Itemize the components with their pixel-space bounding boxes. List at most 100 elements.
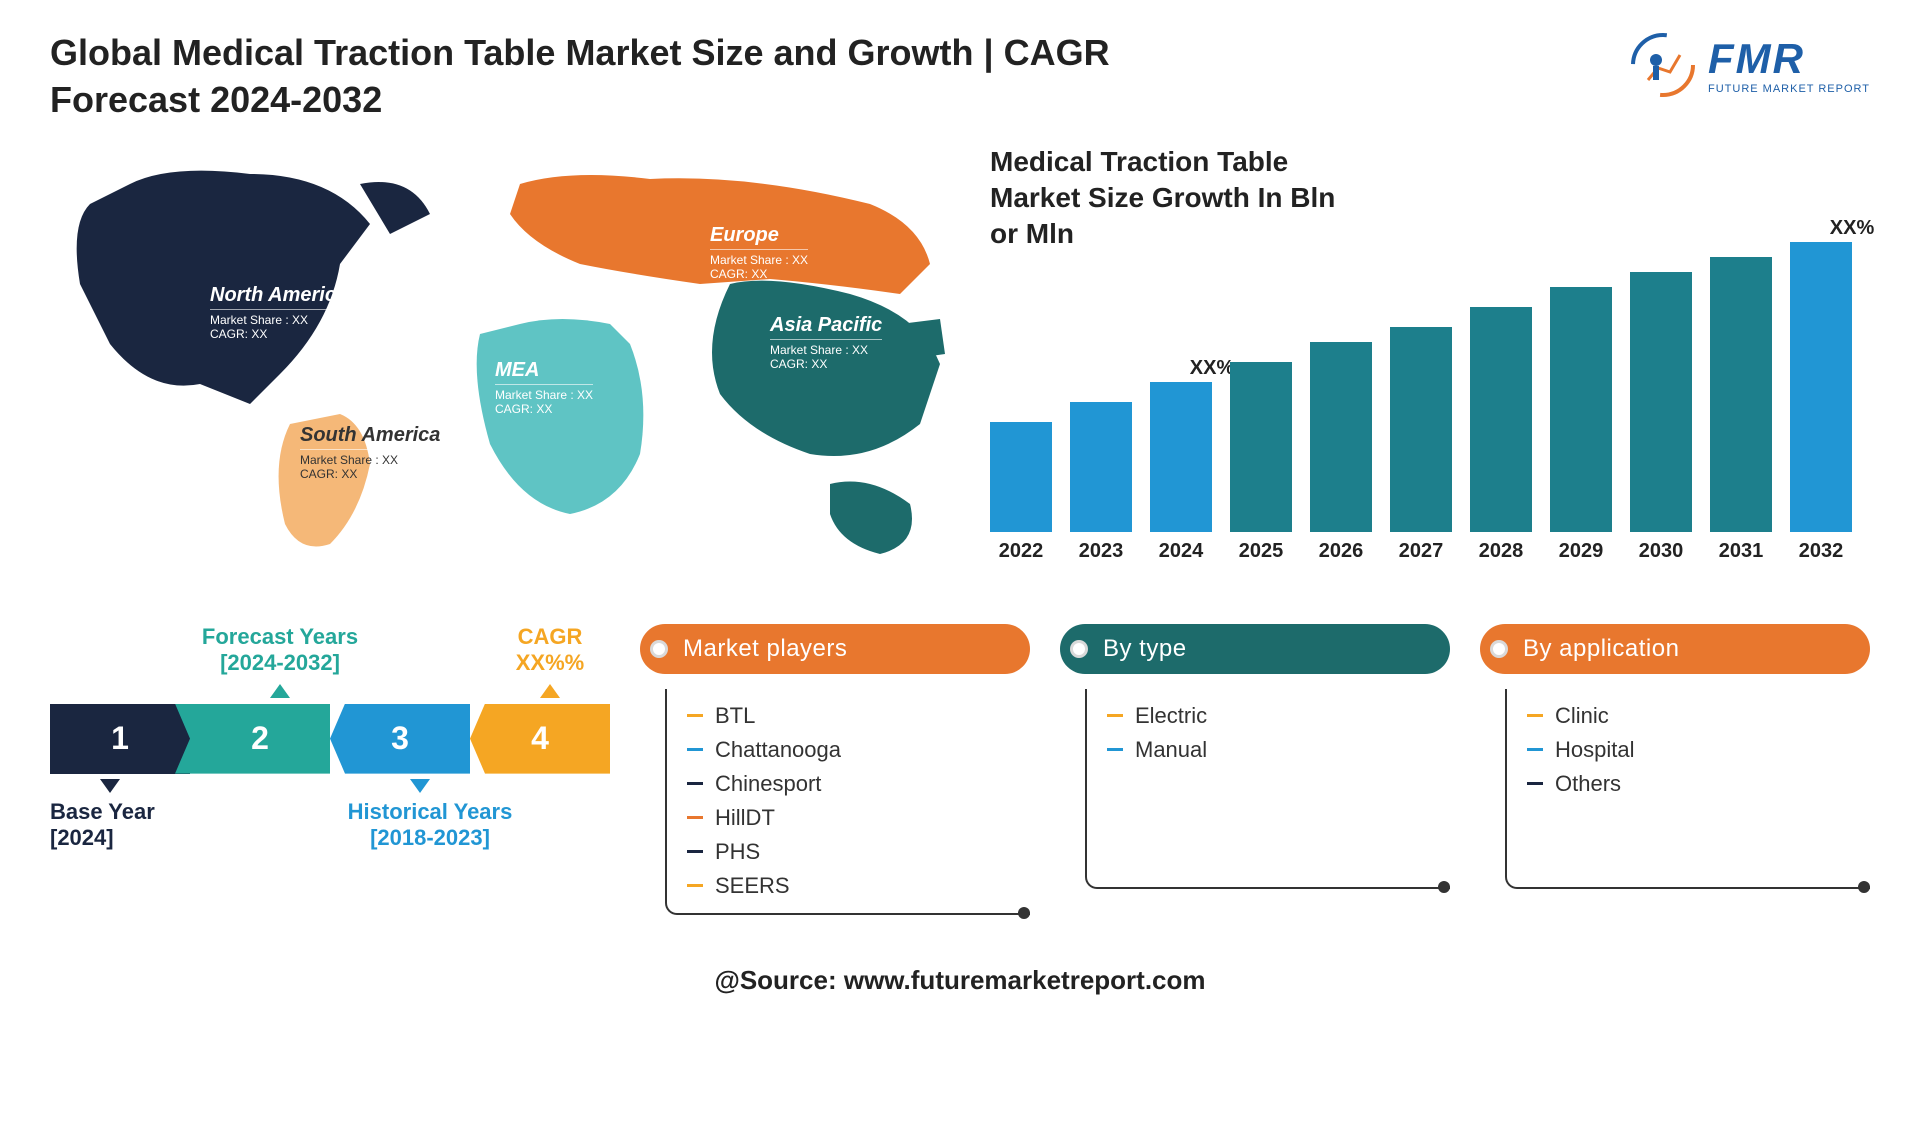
- bullet-icon: [1490, 640, 1508, 658]
- item-label: Clinic: [1555, 703, 1609, 729]
- bar-year-label: 2026: [1319, 540, 1364, 563]
- item-label: BTL: [715, 703, 755, 729]
- bar-chart: Medical Traction Table Market Size Growt…: [990, 144, 1870, 564]
- header: Global Medical Traction Table Market Siz…: [50, 30, 1870, 124]
- bar-year-label: 2025: [1239, 540, 1284, 563]
- main-row: North AmericaMarket Share : XXCAGR: XX So…: [50, 144, 1870, 564]
- timeline-seg-2: 2: [175, 704, 330, 774]
- bar-year-label: 2030: [1639, 540, 1684, 563]
- item-label: HillDT: [715, 805, 775, 831]
- region-label-north-america: North AmericaMarket Share : XXCAGR: XX: [210, 284, 347, 341]
- arrow-down-icon: [410, 779, 430, 793]
- logo-text-sub: FUTURE MARKET REPORT: [1708, 83, 1870, 95]
- list-item: Electric: [1107, 699, 1450, 733]
- list-item: Chinesport: [687, 767, 1030, 801]
- bar-rect: [1070, 402, 1132, 532]
- list-item: Clinic: [1527, 699, 1870, 733]
- timeline-seg-3: 3: [330, 704, 470, 774]
- item-label: Hospital: [1555, 737, 1634, 763]
- logo: FMR FUTURE MARKET REPORT: [1628, 30, 1870, 100]
- category-list: Clinic Hospital Others: [1505, 689, 1870, 889]
- item-label: SEERS: [715, 873, 790, 899]
- bar-rect: [1470, 307, 1532, 532]
- arrow-down-icon: [100, 779, 120, 793]
- region-label-asia-pacific: Asia PacificMarket Share : XXCAGR: XX: [770, 314, 882, 371]
- list-item: Manual: [1107, 733, 1450, 767]
- item-label: Others: [1555, 771, 1621, 797]
- bar-rect: [1630, 272, 1692, 532]
- bar-rect: [1230, 362, 1292, 532]
- bar-2024: XX%2024: [1150, 382, 1212, 563]
- bar-year-label: 2032: [1799, 540, 1844, 563]
- timeline: Forecast Years [2024-2032] CAGR XX%% 1 2…: [50, 624, 610, 774]
- tick-icon: [1107, 748, 1123, 751]
- tick-icon: [1107, 714, 1123, 717]
- bar-rect: [1390, 327, 1452, 532]
- historical-label: Historical Years [2018-2023]: [330, 799, 530, 851]
- page-title: Global Medical Traction Table Market Siz…: [50, 30, 1250, 124]
- bullet-icon: [1070, 640, 1088, 658]
- bar-rect: [1550, 287, 1612, 532]
- list-item: Chattanooga: [687, 733, 1030, 767]
- item-label: PHS: [715, 839, 760, 865]
- tick-icon: [1527, 782, 1543, 785]
- timeline-seg-1: 1: [50, 704, 190, 774]
- category-market-players: Market players BTL Chattanooga Chinesport Hi…: [640, 624, 1030, 915]
- bar-2029: 2029: [1550, 287, 1612, 563]
- bar-2028: 2028: [1470, 307, 1532, 563]
- bottom-row: Forecast Years [2024-2032] CAGR XX%% 1 2…: [50, 624, 1870, 915]
- bar-2026: 2026: [1310, 342, 1372, 563]
- bar-year-label: 2028: [1479, 540, 1524, 563]
- category-by-type: By type Electric Manual: [1060, 624, 1450, 915]
- bar-2025: 2025: [1230, 362, 1292, 563]
- bar-rect: [990, 422, 1052, 532]
- arrow-up-icon: [270, 684, 290, 698]
- tick-icon: [687, 884, 703, 887]
- item-label: Electric: [1135, 703, 1207, 729]
- tick-icon: [687, 850, 703, 853]
- category-header: By application: [1480, 624, 1870, 674]
- bar-rect: [1150, 382, 1212, 532]
- bar-2030: 2030: [1630, 272, 1692, 563]
- region-label-mea: MEAMarket Share : XXCAGR: XX: [495, 359, 593, 416]
- tick-icon: [687, 748, 703, 751]
- bar-2031: 2031: [1710, 257, 1772, 563]
- region-label-south-america: South AmericaMarket Share : XXCAGR: XX: [300, 424, 440, 481]
- category-title: By application: [1523, 635, 1679, 663]
- bar-year-label: 2027: [1399, 540, 1444, 563]
- region-label-europe: EuropeMarket Share : XXCAGR: XX: [710, 224, 808, 281]
- tick-icon: [1527, 714, 1543, 717]
- list-item: Others: [1527, 767, 1870, 801]
- bar-rect: [1710, 257, 1772, 532]
- bar-2023: 2023: [1070, 402, 1132, 563]
- forecast-label: Forecast Years [2024-2032]: [190, 624, 370, 676]
- base-label: Base Year [2024]: [50, 799, 190, 851]
- list-item: Hospital: [1527, 733, 1870, 767]
- category-by-application: By application Clinic Hospital Others: [1480, 624, 1870, 915]
- category-header: By type: [1060, 624, 1450, 674]
- tick-icon: [687, 782, 703, 785]
- category-header: Market players: [640, 624, 1030, 674]
- bar-rect: [1790, 242, 1852, 532]
- bar-2022: 2022: [990, 422, 1052, 563]
- list-item: SEERS: [687, 869, 1030, 903]
- tick-icon: [1527, 748, 1543, 751]
- bar-rect: [1310, 342, 1372, 532]
- category-list: Electric Manual: [1085, 689, 1450, 889]
- category-list: BTL Chattanooga Chinesport HillDT PHS SEERS: [665, 689, 1030, 915]
- bar-2027: 2027: [1390, 327, 1452, 563]
- timeline-seg-4: 4: [470, 704, 610, 774]
- logo-icon: [1628, 30, 1698, 100]
- bar-year-label: 2024: [1159, 540, 1204, 563]
- bar-year-label: 2029: [1559, 540, 1604, 563]
- source-text: @Source: www.futuremarketreport.com: [50, 965, 1870, 996]
- bars-container: 2022 2023 XX%2024 2025 2026 2027 2028 2029 2030 2…: [990, 263, 1870, 563]
- item-label: Chattanooga: [715, 737, 841, 763]
- logo-text-main: FMR: [1708, 35, 1870, 83]
- arrow-up-icon: [540, 684, 560, 698]
- bar-year-label: 2023: [1079, 540, 1124, 563]
- list-item: BTL: [687, 699, 1030, 733]
- tick-icon: [687, 714, 703, 717]
- timeline-bar: 1 2 3 4: [50, 704, 610, 774]
- bar-2032: XX%2032: [1790, 242, 1852, 563]
